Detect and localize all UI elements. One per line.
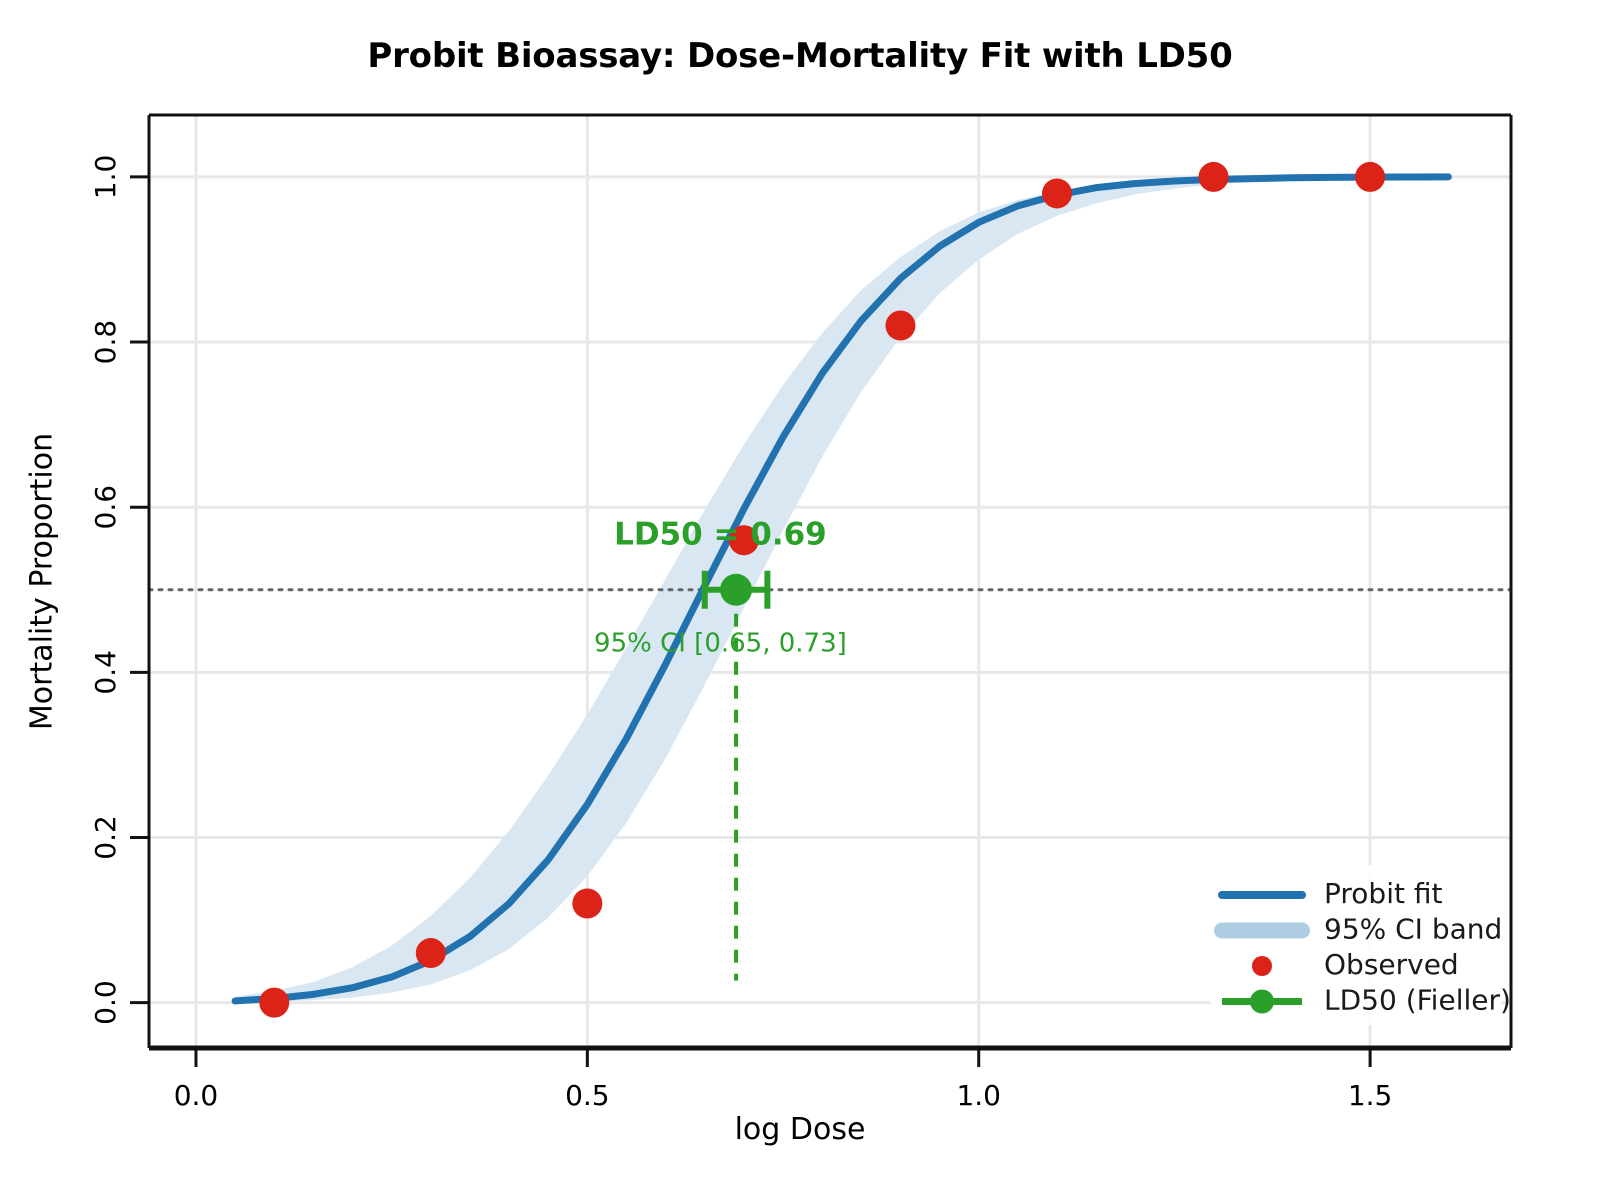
ci-band-area <box>235 176 1449 1003</box>
axes-frame <box>147 113 1513 1051</box>
observed-point <box>1355 161 1386 192</box>
observed-points-group <box>259 161 1386 1018</box>
chart-title: Probit Bioassay: Dose-Mortality Fit with… <box>367 36 1233 76</box>
observed-point <box>572 888 603 919</box>
ld50-point-marker <box>720 573 753 606</box>
y-tick-label: 0.8 <box>89 320 122 365</box>
legend-swatch-dot <box>1250 989 1274 1014</box>
x-tick-label: 1.5 <box>1348 1079 1393 1112</box>
legend-label[interactable]: Observed <box>1324 948 1459 981</box>
y-tick-label: 1.0 <box>89 155 122 200</box>
x-tick-label: 0.0 <box>174 1079 219 1112</box>
observed-point <box>1198 161 1229 192</box>
y-tick-label: 0.6 <box>89 485 122 530</box>
legend-label[interactable]: 95% CI band <box>1324 913 1502 946</box>
observed-point <box>728 525 759 556</box>
observed-point <box>1042 178 1072 209</box>
x-axis-ticks: 0.0 0.5 1.0 1.5 <box>174 1048 1393 1112</box>
observed-point <box>415 938 446 969</box>
observed-point <box>259 987 290 1018</box>
ld50-marker-group <box>701 570 771 609</box>
y-axis-label: Mortality Proportion <box>24 432 60 731</box>
legend-label[interactable]: LD50 (Fieller) <box>1324 984 1511 1017</box>
y-tick-label: 0.2 <box>89 815 122 860</box>
legend-label[interactable]: Probit fit <box>1324 877 1442 910</box>
legend-swatch-dot <box>1252 956 1272 976</box>
y-tick-label: 0.0 <box>89 980 122 1025</box>
ld50-ci-annotation: 95% CI [0.65, 0.73] <box>594 629 847 659</box>
observed-point <box>885 310 916 341</box>
ld50-estimate-annotation: LD50 = 0.69 <box>614 516 827 552</box>
x-tick-label: 1.0 <box>956 1079 1001 1112</box>
y-axis-ticks: 0.0 0.2 0.4 0.6 0.8 1.0 <box>89 155 149 1025</box>
x-axis-label: log Dose <box>734 1112 866 1147</box>
y-tick-label: 0.4 <box>89 650 122 695</box>
x-tick-label: 0.5 <box>565 1079 610 1112</box>
